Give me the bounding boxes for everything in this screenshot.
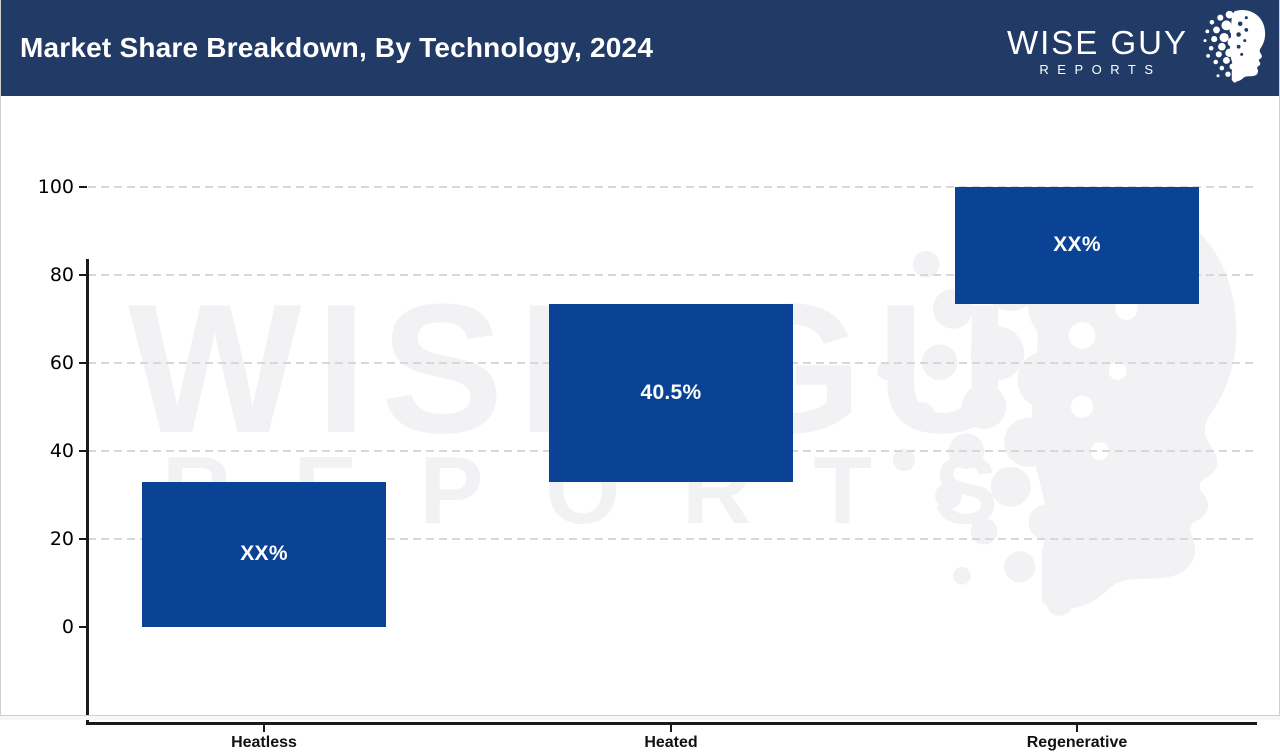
gridline	[88, 538, 1255, 540]
bar-regenerative: XX%	[955, 187, 1199, 304]
y-axis-tick	[79, 274, 87, 276]
bar-heatless: XX%	[142, 481, 386, 627]
x-axis-tick	[1076, 725, 1078, 732]
x-axis-line	[86, 722, 1257, 725]
x-label-heated: Heated	[644, 734, 698, 751]
chart-plot-area: 0 20 40 60 80 100 XX% 40.5% XX% Heatless Heat…	[0, 96, 1280, 751]
page-title: Market Share Breakdown, By Technology, 2…	[20, 32, 654, 63]
y-tick-label: 40	[49, 440, 74, 462]
wise-guy-reports-logo: WISE GUY REPORTS	[1007, 6, 1270, 92]
x-label-regenerative: Regenerative	[1026, 734, 1128, 751]
y-tick-label: 100	[37, 176, 74, 198]
bar-value-label: 40.5%	[640, 380, 702, 404]
logo-face-icon	[1203, 10, 1266, 83]
y-tick-label: 0	[61, 616, 74, 638]
y-axis-tick	[79, 186, 87, 188]
x-axis-tick	[670, 725, 672, 732]
y-axis-tick	[79, 626, 87, 628]
bottom-padding	[0, 716, 1280, 720]
logo-wordmark: WISE GUY	[1006, 24, 1188, 61]
bar-value-label: XX%	[240, 542, 288, 566]
y-axis-line	[86, 259, 89, 725]
bar-value-label: XX%	[1053, 233, 1101, 257]
gridline	[88, 274, 1255, 276]
gridline	[88, 186, 1255, 188]
logo-text: WISE GUY REPORTS	[1007, 26, 1188, 76]
logo-reports-text: REPORTS	[1039, 62, 1162, 77]
header-bar: Market Share Breakdown, By Technology, 2…	[0, 0, 1280, 96]
y-tick-label: 80	[49, 264, 74, 286]
bar-heated: 40.5%	[549, 303, 793, 482]
y-axis-tick	[79, 538, 87, 540]
y-axis-tick	[79, 362, 87, 364]
y-tick-label: 20	[49, 528, 74, 550]
x-label-heatless: Heatless	[231, 734, 297, 751]
y-axis-tick	[79, 450, 87, 452]
x-axis-tick	[263, 725, 265, 732]
y-tick-label: 60	[49, 352, 74, 374]
